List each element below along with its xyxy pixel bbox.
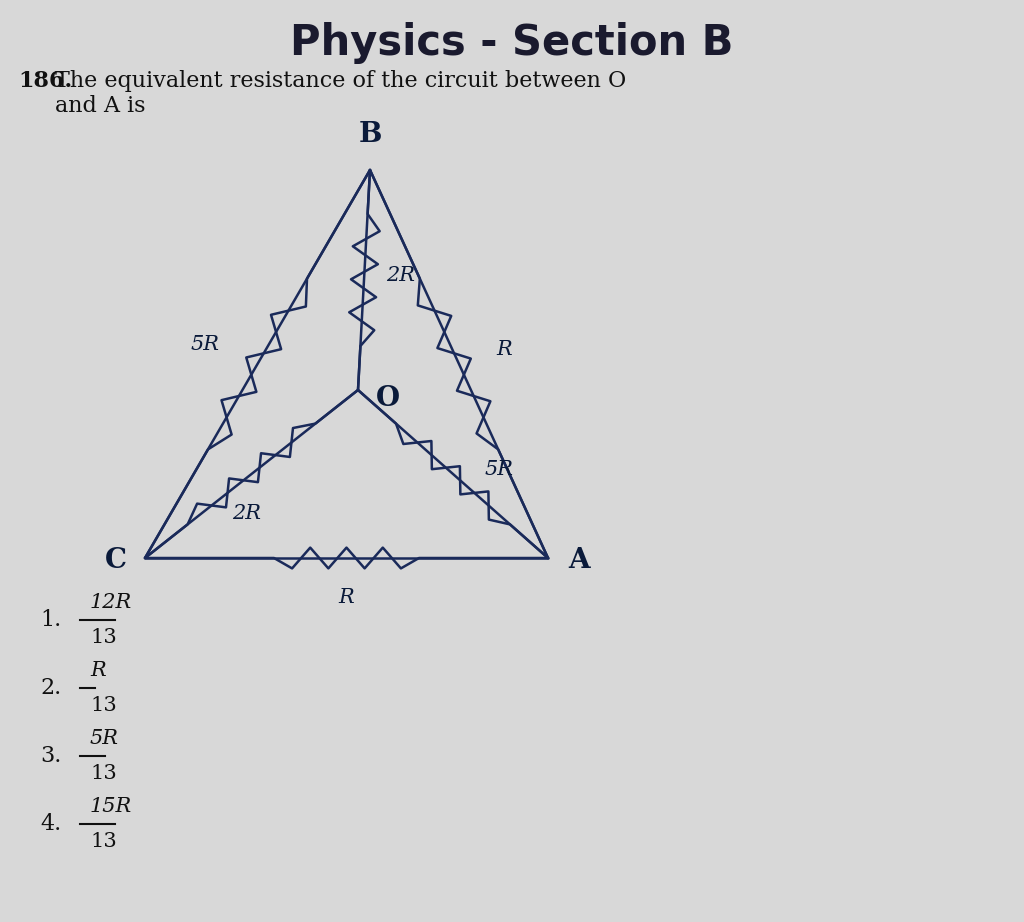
Text: R: R (496, 339, 512, 359)
Text: 15R: 15R (90, 797, 132, 816)
Text: 13: 13 (90, 764, 117, 783)
Text: Physics - Section B: Physics - Section B (291, 22, 733, 64)
Text: O: O (376, 384, 400, 411)
Text: 2R: 2R (232, 504, 261, 523)
Text: 13: 13 (90, 696, 117, 715)
Text: A: A (568, 547, 590, 573)
Text: 5R: 5R (485, 459, 514, 479)
Text: 3.: 3. (40, 745, 61, 767)
Text: 2R: 2R (386, 266, 415, 285)
Text: 4.: 4. (40, 813, 61, 835)
Text: The equivalent resistance of the circuit between O
and A is: The equivalent resistance of the circuit… (55, 70, 627, 117)
Text: 13: 13 (90, 628, 117, 647)
Text: R: R (339, 588, 354, 607)
Text: 186.: 186. (18, 70, 72, 92)
Text: 2.: 2. (40, 677, 61, 699)
Text: 5R: 5R (90, 729, 119, 748)
Text: 12R: 12R (90, 593, 132, 612)
Text: 1.: 1. (40, 609, 61, 631)
Text: C: C (105, 547, 127, 573)
Text: B: B (358, 121, 382, 148)
Text: 5R: 5R (191, 335, 220, 353)
Text: R: R (90, 661, 105, 680)
Text: 13: 13 (90, 832, 117, 851)
